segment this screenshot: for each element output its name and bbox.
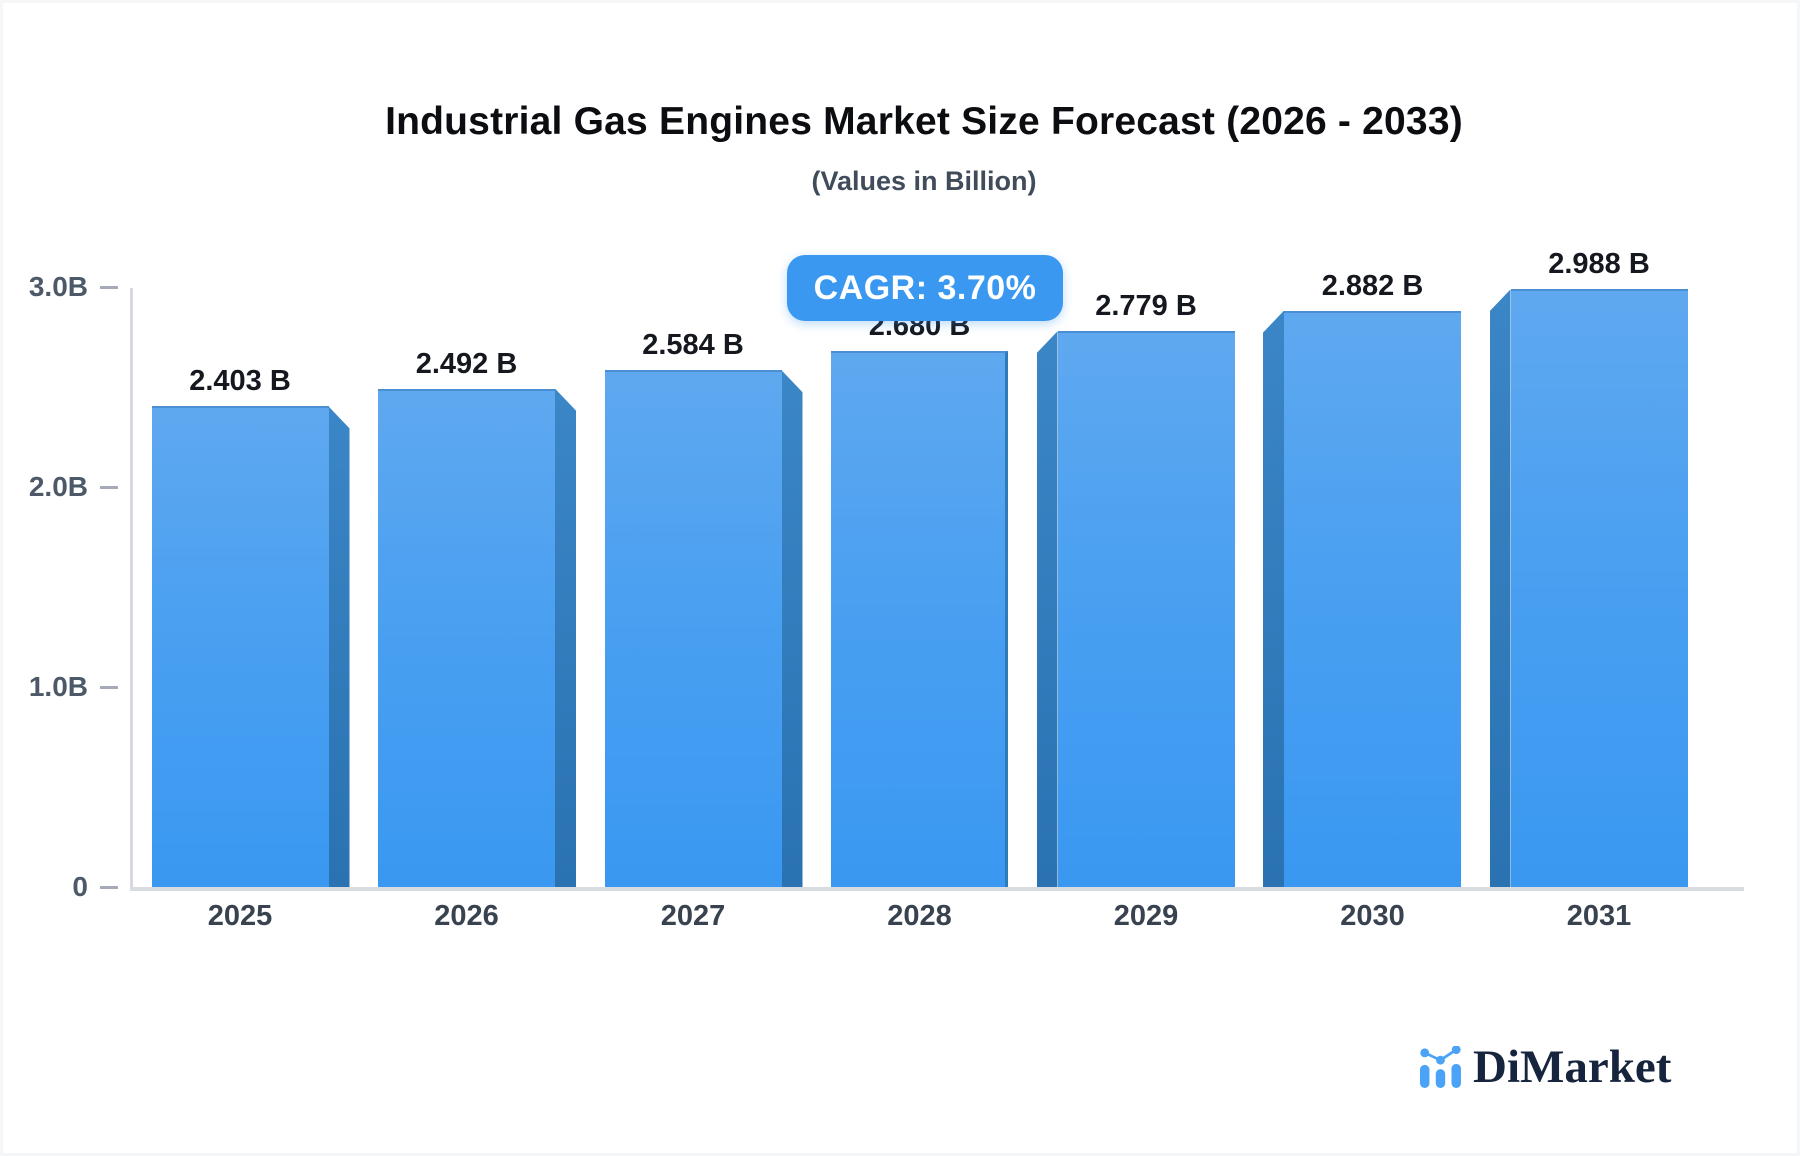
bar-value-label: 2.403 B — [189, 365, 291, 398]
bar-value-label: 2.584 B — [642, 329, 744, 362]
bar-value-label: 2.988 B — [1548, 248, 1650, 281]
bar[interactable] — [1510, 289, 1688, 887]
x-tick-label: 2031 — [1566, 900, 1632, 932]
bar-value-label: 2.492 B — [415, 347, 518, 380]
x-tick-label: 2025 — [207, 900, 273, 932]
y-axis-line — [130, 288, 133, 888]
bar-3d-side — [781, 370, 803, 887]
bar-3d-side — [1489, 289, 1511, 887]
x-tick-label: 2026 — [434, 900, 499, 932]
bar-3d-side — [1263, 310, 1284, 887]
cagr-badge: CAGR: 3.70% — [787, 255, 1063, 321]
chart-title: Industrial Gas Engines Market Size Forec… — [385, 100, 1463, 143]
bar[interactable] — [831, 351, 1008, 887]
brand-logo: DiMarket — [1420, 1042, 1671, 1092]
x-axis-line — [130, 887, 1744, 891]
x-tick-label: 2028 — [887, 900, 952, 932]
bar-value-label: 2.779 B — [1095, 290, 1197, 323]
y-tick-dash — [100, 285, 118, 289]
bar[interactable] — [151, 406, 329, 887]
bar[interactable] — [378, 388, 555, 887]
brand-logo-text: DiMarket — [1473, 1041, 1672, 1093]
bar[interactable] — [604, 370, 782, 887]
y-tick-label: 2.0B — [28, 471, 88, 502]
y-tick-dash — [100, 885, 118, 889]
y-tick-dash — [100, 685, 118, 689]
mini-bar-chart-icon — [1420, 1046, 1461, 1088]
y-tick-dash — [100, 485, 118, 489]
x-tick-label: 2030 — [1340, 900, 1405, 932]
y-tick-label: 1.0B — [28, 671, 88, 702]
x-tick-label: 2027 — [660, 900, 726, 932]
chart-subtitle: (Values in Billion) — [811, 166, 1037, 196]
bar-value-label: 2.882 B — [1321, 269, 1424, 302]
y-tick-label: 0 — [72, 871, 88, 902]
x-tick-label: 2029 — [1113, 900, 1179, 932]
bar[interactable] — [1057, 331, 1235, 887]
bar-3d-side — [555, 388, 576, 887]
bar-3d-side — [1036, 331, 1058, 887]
bar-3d-side — [328, 406, 350, 887]
bar[interactable] — [1284, 310, 1461, 887]
y-tick-label: 3.0B — [28, 271, 88, 302]
